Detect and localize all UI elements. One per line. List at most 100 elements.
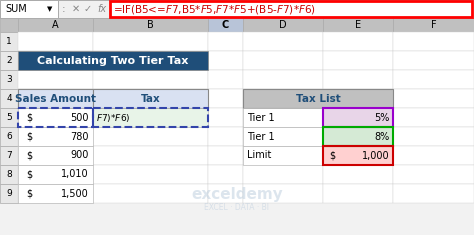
- Bar: [18, 89, 93, 108]
- Text: 1,000: 1,000: [363, 150, 390, 161]
- Bar: [243, 32, 323, 51]
- Text: Calculating Two Tier Tax: Calculating Two Tier Tax: [37, 55, 189, 66]
- Bar: [393, 18, 474, 32]
- Text: exceldemy: exceldemy: [191, 188, 283, 203]
- Bar: [18, 89, 93, 108]
- Text: 4: 4: [6, 94, 12, 103]
- Text: Tax List: Tax List: [296, 94, 340, 103]
- Bar: [323, 89, 393, 108]
- Text: ▼: ▼: [47, 6, 53, 12]
- Bar: [393, 108, 474, 127]
- Bar: [0, 32, 18, 51]
- Text: C: C: [222, 20, 229, 30]
- Text: A: A: [52, 20, 59, 30]
- Text: 500: 500: [71, 113, 89, 122]
- Text: D: D: [279, 20, 287, 30]
- Bar: [93, 51, 208, 70]
- Text: $: $: [26, 132, 32, 141]
- Text: Limit: Limit: [247, 150, 272, 161]
- Bar: [243, 127, 323, 146]
- Text: $: $: [26, 150, 32, 161]
- Bar: [0, 0, 58, 18]
- Bar: [393, 32, 474, 51]
- Bar: [323, 108, 393, 127]
- Bar: [93, 108, 208, 127]
- Bar: [323, 165, 393, 184]
- Bar: [93, 89, 208, 108]
- Bar: [393, 127, 474, 146]
- Bar: [18, 146, 93, 165]
- Bar: [208, 165, 243, 184]
- Bar: [18, 32, 93, 51]
- Bar: [323, 146, 393, 165]
- Text: 6: 6: [6, 132, 12, 141]
- Bar: [208, 89, 243, 108]
- Text: Tax: Tax: [141, 94, 160, 103]
- Bar: [243, 89, 393, 108]
- Bar: [0, 70, 18, 89]
- Bar: [18, 127, 93, 146]
- Bar: [323, 70, 393, 89]
- Bar: [18, 165, 93, 184]
- Text: 3: 3: [6, 75, 12, 84]
- Bar: [323, 127, 393, 146]
- Bar: [243, 184, 323, 203]
- Bar: [393, 165, 474, 184]
- Bar: [18, 108, 93, 127]
- Text: B: B: [147, 20, 154, 30]
- Bar: [0, 51, 18, 70]
- Bar: [393, 89, 474, 108]
- Bar: [208, 18, 243, 32]
- Text: 8: 8: [6, 170, 12, 179]
- Text: Sales Amount: Sales Amount: [15, 94, 96, 103]
- Bar: [18, 108, 93, 127]
- Bar: [18, 184, 93, 203]
- Bar: [110, 1, 472, 17]
- Text: Tier 1: Tier 1: [247, 132, 274, 141]
- Bar: [18, 184, 93, 203]
- Text: ✓: ✓: [84, 4, 92, 14]
- Bar: [208, 70, 243, 89]
- Text: 1,500: 1,500: [61, 188, 89, 199]
- Bar: [323, 108, 393, 127]
- Text: fx: fx: [97, 4, 106, 14]
- Bar: [208, 146, 243, 165]
- Text: $F$7)*$F$6): $F$7)*$F$6): [96, 111, 130, 124]
- Bar: [323, 146, 393, 165]
- Text: 1,010: 1,010: [61, 169, 89, 180]
- Bar: [18, 146, 93, 165]
- Bar: [393, 184, 474, 203]
- Bar: [323, 146, 393, 165]
- Bar: [243, 146, 323, 165]
- Bar: [208, 127, 243, 146]
- Bar: [0, 146, 18, 165]
- Bar: [323, 51, 393, 70]
- Bar: [208, 108, 243, 127]
- Bar: [93, 127, 208, 146]
- Bar: [18, 70, 93, 89]
- Text: $: $: [26, 113, 32, 122]
- Bar: [0, 89, 18, 108]
- Bar: [0, 184, 18, 203]
- Bar: [93, 146, 208, 165]
- Bar: [0, 165, 18, 184]
- Bar: [208, 51, 243, 70]
- Text: :: :: [62, 4, 65, 14]
- Bar: [0, 18, 18, 32]
- Bar: [18, 108, 93, 127]
- Text: 7: 7: [6, 151, 12, 160]
- Text: 900: 900: [71, 150, 89, 161]
- Bar: [93, 89, 208, 108]
- Bar: [0, 108, 18, 127]
- Text: F: F: [431, 20, 436, 30]
- Text: $: $: [26, 169, 32, 180]
- Bar: [243, 146, 323, 165]
- Bar: [323, 127, 393, 146]
- Bar: [93, 165, 208, 184]
- Text: 780: 780: [71, 132, 89, 141]
- Bar: [0, 127, 18, 146]
- Text: 2: 2: [6, 56, 12, 65]
- Text: 5: 5: [6, 113, 12, 122]
- Bar: [18, 51, 208, 70]
- Bar: [18, 51, 93, 70]
